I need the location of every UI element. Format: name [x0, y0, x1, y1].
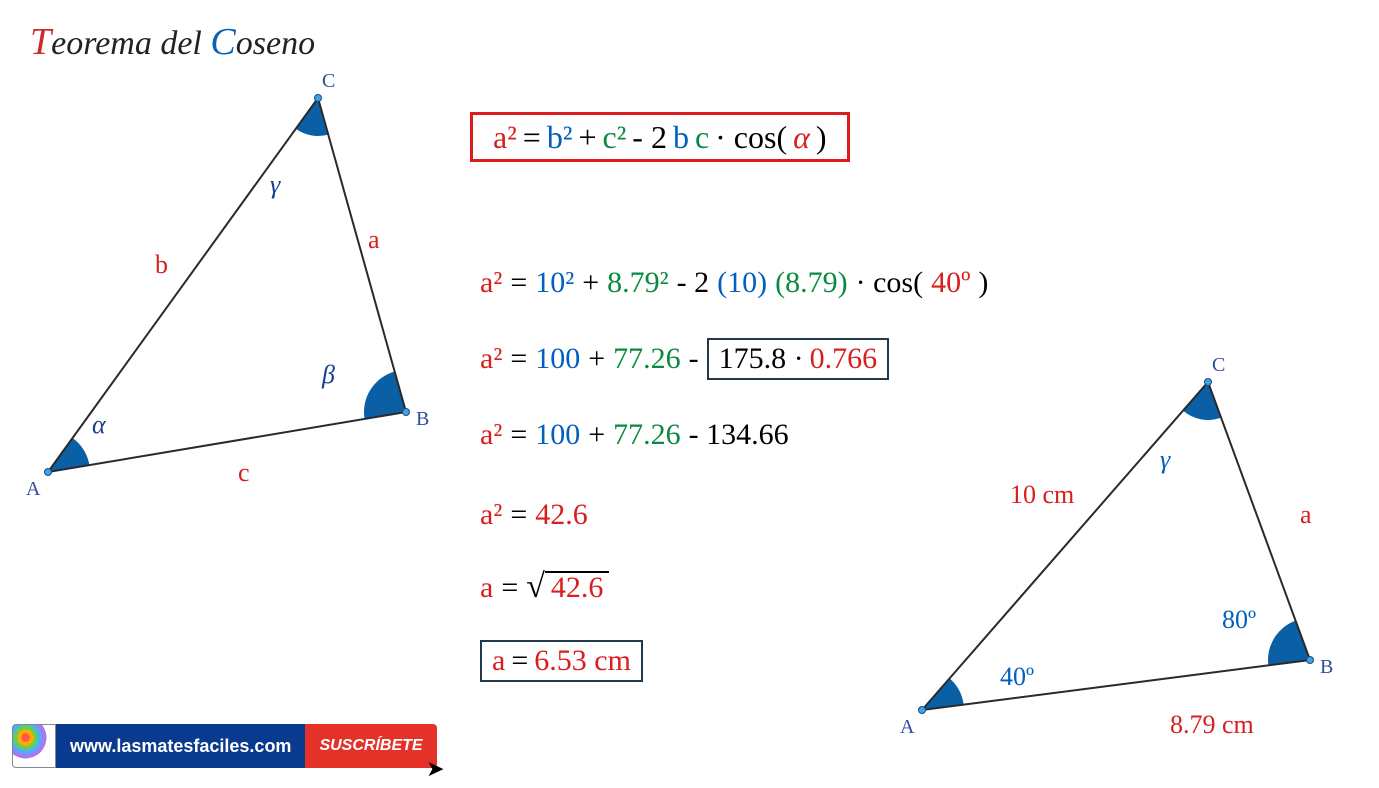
formula-c2: c² [602, 121, 626, 153]
cursor-icon: ➤ [426, 756, 444, 782]
formula-cos: · cos( [715, 121, 787, 153]
page-title: Teorema del Coseno [30, 20, 315, 64]
angle-beta-label: β [322, 360, 335, 390]
side-a-label: a [368, 225, 380, 255]
triangle-generic-svg [20, 80, 440, 480]
step-token: 10² [535, 268, 574, 298]
step-token: 175.8 · [719, 344, 804, 374]
angle-gamma-label: γ [1160, 445, 1170, 475]
step-3: a² = 100 +77.26 - 134.66 [480, 420, 789, 450]
step-eq: = [510, 420, 527, 450]
step-eq: = [510, 500, 527, 530]
step-lhs: a² [480, 344, 502, 374]
intermediate-box: 175.8 ·0.766 [707, 338, 890, 380]
vertex-dot [1306, 656, 1314, 664]
step-token: 0.766 [810, 344, 878, 374]
formula-minus2: - 2 [632, 121, 667, 153]
step-1: a² = 10² +8.79² - 2(10) (8.79) · cos( 40º) [480, 268, 988, 298]
angle-gamma-label: γ [270, 170, 280, 200]
step-token: 77.26 [613, 344, 681, 374]
radicand: 42.6 [545, 571, 610, 603]
step-token: + [588, 420, 605, 450]
step-lhs: a² [480, 268, 502, 298]
vertex-label: B [1320, 656, 1333, 679]
subscribe-button[interactable]: SUSCRÍBETE [305, 724, 436, 768]
step-token: + [582, 268, 599, 298]
step-token: 100 [535, 420, 580, 450]
step-token: 40º [931, 268, 970, 298]
final-answer-box: a=6.53 cm [480, 640, 643, 682]
step-eq: = [510, 268, 527, 298]
step-eq: = [511, 646, 528, 676]
step-token: 100 [535, 344, 580, 374]
step-token: 6.53 cm [534, 646, 631, 676]
vertex-dot [918, 706, 926, 714]
triangle-example: ABC10 cma8.79 cm40º80ºγ [890, 370, 1350, 750]
step-lhs: a [480, 573, 493, 603]
vertex-dot [314, 94, 322, 102]
side-a-label: a [1300, 500, 1312, 530]
step-token: · cos( [856, 268, 923, 298]
subscribe-banner[interactable]: www.lasmatesfaciles.com SUSCRÍBETE ➤ [12, 724, 437, 768]
formula-lhs: a² [493, 121, 517, 153]
title-word1: eorema del [51, 25, 210, 62]
formula-b2: b² [547, 121, 573, 153]
step-token: - [689, 344, 699, 374]
step-6: a=6.53 cm [480, 640, 643, 682]
triangle-generic: ABCabcαβγ [20, 80, 440, 480]
triangle-example-svg [890, 370, 1350, 750]
sqrt-expr: √42.6 [526, 570, 609, 604]
formula-c: c [695, 121, 709, 153]
step-token: + [588, 344, 605, 374]
cosine-law-formula: a² = b² + c² - 2bc · cos(α) [470, 112, 850, 162]
step-eq: = [510, 344, 527, 374]
side-c-value: 8.79 cm [1170, 710, 1254, 740]
step-token: - 134.66 [689, 420, 789, 450]
radical-icon: √ [526, 570, 545, 604]
title-cap-t: T [30, 21, 51, 63]
side-b-value: 10 cm [1010, 480, 1074, 510]
title-cap-c: C [210, 21, 235, 63]
formula-alpha: α [793, 121, 810, 153]
title-word2: oseno [236, 25, 315, 62]
brand-logo-icon [12, 724, 56, 768]
step-token: ) [978, 268, 988, 298]
vertex-label: A [900, 716, 914, 739]
vertex-label: C [1212, 354, 1225, 377]
step-2: a² = 100 +77.26-175.8 ·0.766 [480, 338, 889, 380]
step-lhs: a [492, 646, 505, 676]
step-5: a = √42.6 [480, 570, 609, 604]
formula-plus: + [578, 121, 596, 153]
step-lhs: a² [480, 420, 502, 450]
angle-alpha-label: α [92, 410, 106, 440]
vertex-label: A [26, 478, 40, 501]
step-token: (8.79) [775, 268, 847, 298]
vertex-dot [402, 408, 410, 416]
vertex-dot [44, 468, 52, 476]
step-token: 77.26 [613, 420, 681, 450]
side-c-label: c [238, 458, 250, 488]
vertex-label: B [416, 408, 429, 431]
angle-beta-value: 80º [1222, 605, 1256, 635]
step-eq: = [501, 573, 518, 603]
step-token: (10) [717, 268, 767, 298]
step-token: 8.79² [607, 268, 669, 298]
step-lhs: a² [480, 500, 502, 530]
site-url[interactable]: www.lasmatesfaciles.com [56, 724, 305, 768]
formula-b: b [673, 121, 689, 153]
step-token: - 2 [677, 268, 710, 298]
vertex-label: C [322, 70, 335, 93]
step-token: 42.6 [535, 500, 588, 530]
step-4: a² = 42.6 [480, 500, 588, 530]
vertex-dot [1204, 378, 1212, 386]
angle-alpha-value: 40º [1000, 662, 1034, 692]
formula-eq: = [523, 121, 541, 153]
side-b-label: b [155, 250, 168, 280]
formula-close: ) [816, 121, 827, 153]
